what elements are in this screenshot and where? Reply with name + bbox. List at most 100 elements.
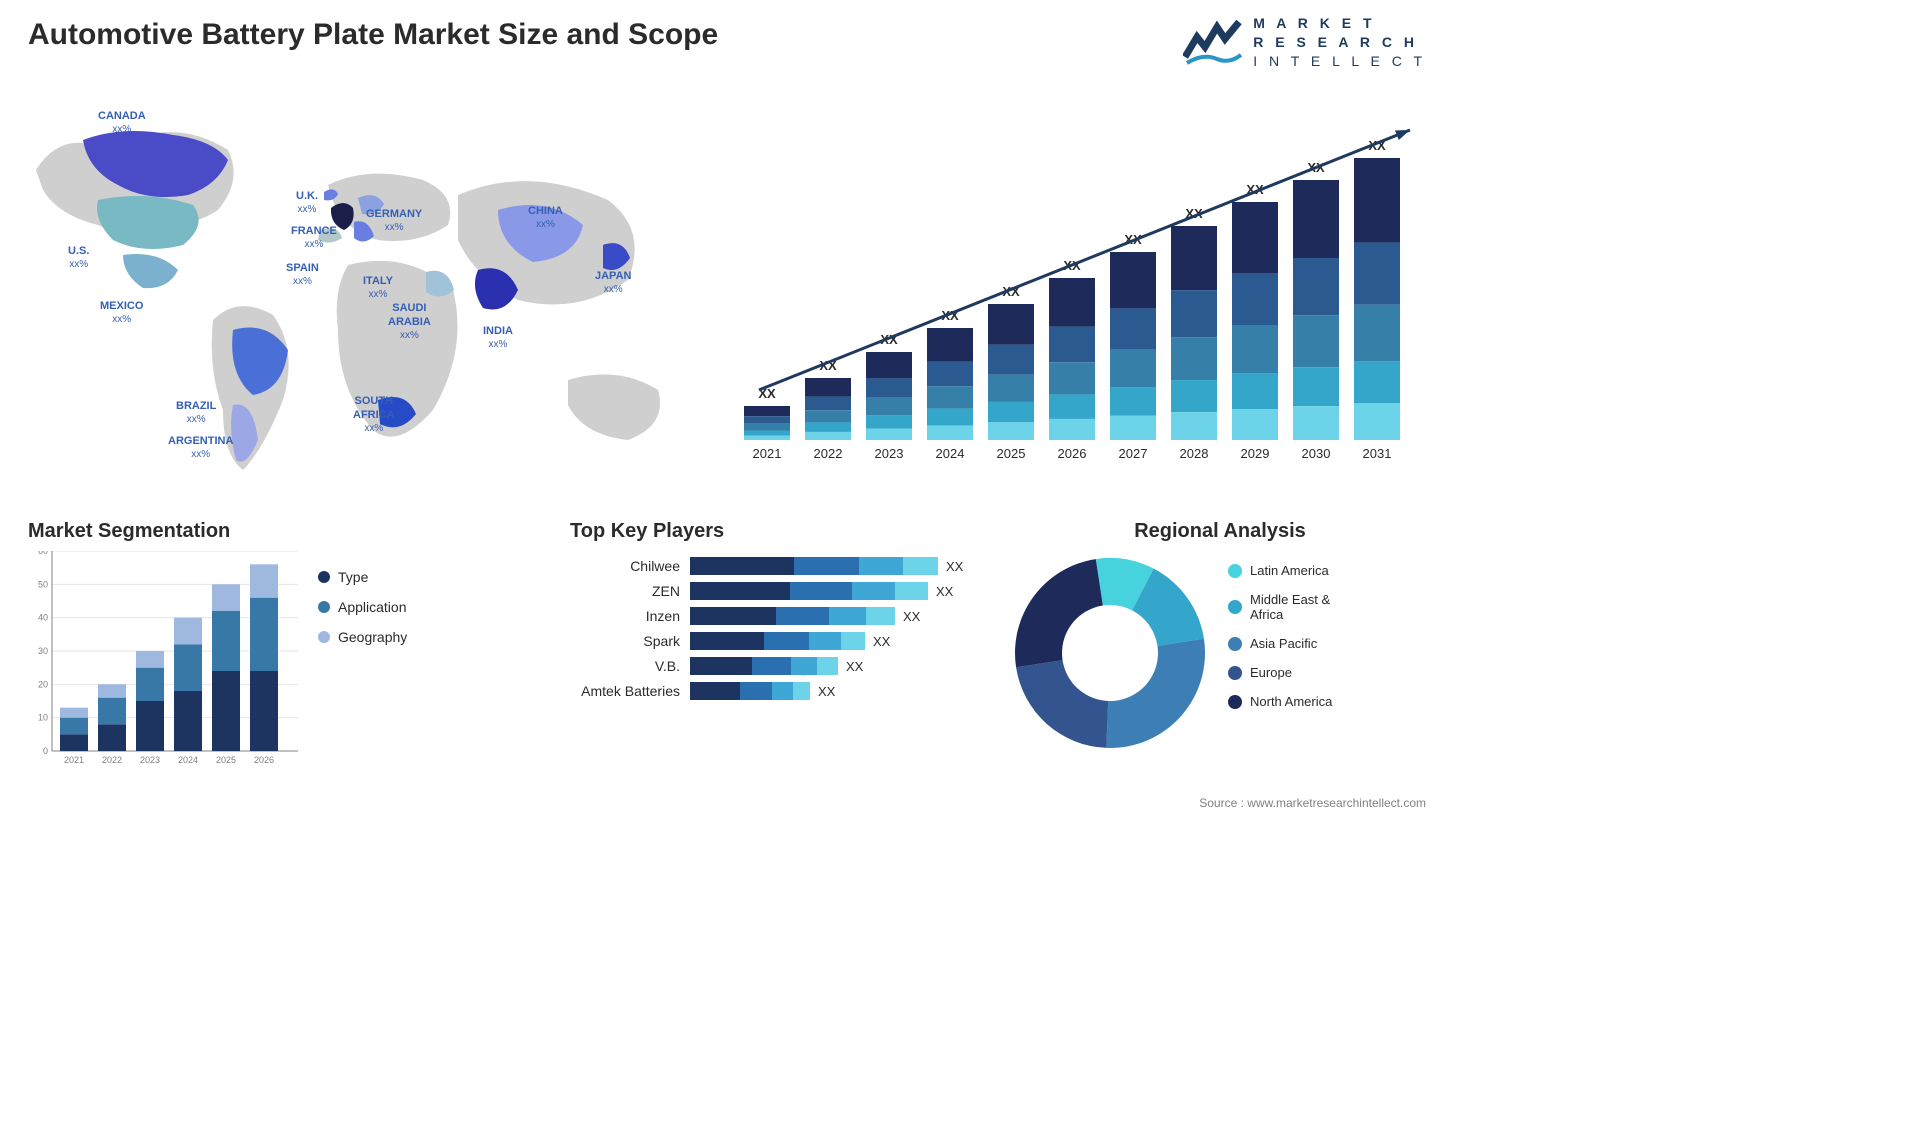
player-bar-segment <box>764 632 810 650</box>
player-bar-segment <box>772 682 794 700</box>
map-label: MEXICOxx% <box>100 300 143 326</box>
legend-item: Latin America <box>1228 563 1360 578</box>
player-bar-segment <box>690 557 794 575</box>
player-value: XX <box>846 659 863 674</box>
svg-text:2022: 2022 <box>814 446 843 461</box>
legend-dot-icon <box>1228 695 1242 709</box>
player-bar-segment <box>841 632 866 650</box>
player-value: XX <box>936 584 953 599</box>
svg-text:30: 30 <box>38 646 48 656</box>
player-bar <box>690 657 838 675</box>
player-name: Amtek Batteries <box>570 683 680 699</box>
source-text: Source : www.marketresearchintellect.com <box>1199 796 1426 810</box>
map-label: U.K.xx% <box>296 190 318 216</box>
svg-text:0: 0 <box>43 746 48 756</box>
player-bar-segment <box>740 682 771 700</box>
legend-dot-icon <box>1228 637 1242 651</box>
player-bar <box>690 557 938 575</box>
player-value: XX <box>818 684 835 699</box>
segmentation-title: Market Segmentation <box>28 520 528 543</box>
legend-label: Latin America <box>1250 563 1329 578</box>
map-label: ARGENTINAxx% <box>168 435 233 461</box>
key-players-block: Top Key Players ChilweeXXZENXXInzenXXSpa… <box>570 520 990 700</box>
svg-text:2030: 2030 <box>1302 446 1331 461</box>
player-bar-segment <box>852 582 895 600</box>
player-bar-segment <box>690 632 764 650</box>
world-map: CANADAxx%U.S.xx%MEXICOxx%BRAZILxx%ARGENT… <box>28 90 708 490</box>
key-players-title: Top Key Players <box>570 520 990 543</box>
player-bar <box>690 607 895 625</box>
player-bar-wrap: XX <box>690 582 990 600</box>
player-name: Spark <box>570 633 680 649</box>
svg-text:2026: 2026 <box>1058 446 1087 461</box>
legend-label: Middle East & Africa <box>1250 592 1360 622</box>
player-value: XX <box>946 559 963 574</box>
player-name: V.B. <box>570 658 680 674</box>
legend-dot-icon <box>318 571 330 583</box>
legend-dot-icon <box>318 631 330 643</box>
legend-item: North America <box>1228 694 1360 709</box>
player-value: XX <box>903 609 920 624</box>
player-bar-segment <box>690 582 790 600</box>
player-row: Chilwee XX <box>570 557 990 575</box>
legend-label: Application <box>338 599 407 615</box>
player-bar-wrap: XX <box>690 557 990 575</box>
market-size-chart: XX2021XX2022XX2023XX2024XX2025XX2026XX20… <box>736 100 1416 470</box>
map-label: CANADAxx% <box>98 110 146 136</box>
player-bar <box>690 582 928 600</box>
map-label: ITALYxx% <box>363 275 393 301</box>
player-bar-segment <box>690 682 740 700</box>
key-players-list: ChilweeXXZENXXInzenXXSparkXXV.B.XXAmtek … <box>570 557 990 700</box>
map-label: CHINAxx% <box>528 205 563 231</box>
legend-label: Geography <box>338 629 407 645</box>
map-label: FRANCExx% <box>291 225 337 251</box>
svg-text:2024: 2024 <box>178 755 198 765</box>
player-bar-segment <box>859 557 904 575</box>
map-label: SAUDIARABIAxx% <box>388 302 431 342</box>
svg-text:20: 20 <box>38 679 48 689</box>
map-label: INDIAxx% <box>483 325 513 351</box>
player-bar-segment <box>690 657 752 675</box>
player-row: V.B. XX <box>570 657 990 675</box>
legend-label: Type <box>338 569 368 585</box>
legend-item: Europe <box>1228 665 1360 680</box>
svg-text:2027: 2027 <box>1119 446 1148 461</box>
player-bar-segment <box>895 582 928 600</box>
svg-text:40: 40 <box>38 613 48 623</box>
player-bar-segment <box>809 632 841 650</box>
player-bar <box>690 682 810 700</box>
map-label: SOUTHAFRICAxx% <box>353 395 395 435</box>
svg-text:2028: 2028 <box>1180 446 1209 461</box>
legend-item: Application <box>318 599 407 615</box>
svg-text:2022: 2022 <box>102 755 122 765</box>
player-bar-segment <box>829 607 866 625</box>
svg-text:2023: 2023 <box>875 446 904 461</box>
map-label: SPAINxx% <box>286 262 319 288</box>
player-bar-wrap: XX <box>690 607 990 625</box>
player-name: Chilwee <box>570 558 680 574</box>
player-value: XX <box>873 634 890 649</box>
legend-item: Asia Pacific <box>1228 636 1360 651</box>
page-title: Automotive Battery Plate Market Size and… <box>28 18 718 52</box>
map-label: U.S.xx% <box>68 245 89 271</box>
svg-text:2031: 2031 <box>1363 446 1392 461</box>
legend-label: North America <box>1250 694 1332 709</box>
player-bar-wrap: XX <box>690 657 990 675</box>
segmentation-chart: 0102030405060202120222023202420252026 <box>28 551 298 766</box>
legend-dot-icon <box>1228 564 1242 578</box>
svg-text:2021: 2021 <box>64 755 84 765</box>
legend-label: Europe <box>1250 665 1292 680</box>
player-bar-segment <box>866 607 895 625</box>
svg-text:2029: 2029 <box>1241 446 1270 461</box>
svg-text:2024: 2024 <box>936 446 965 461</box>
player-bar-segment <box>752 657 790 675</box>
legend-item: Type <box>318 569 407 585</box>
player-bar <box>690 632 865 650</box>
player-bar-wrap: XX <box>690 632 990 650</box>
svg-text:50: 50 <box>38 579 48 589</box>
player-bar-wrap: XX <box>690 682 990 700</box>
player-name: Inzen <box>570 608 680 624</box>
brand-logo: M A R K E T R E S E A R C H I N T E L L … <box>1183 14 1426 71</box>
regional-legend: Latin America Middle East & Africa Asia Pa… <box>1228 553 1360 709</box>
player-bar-segment <box>690 607 776 625</box>
